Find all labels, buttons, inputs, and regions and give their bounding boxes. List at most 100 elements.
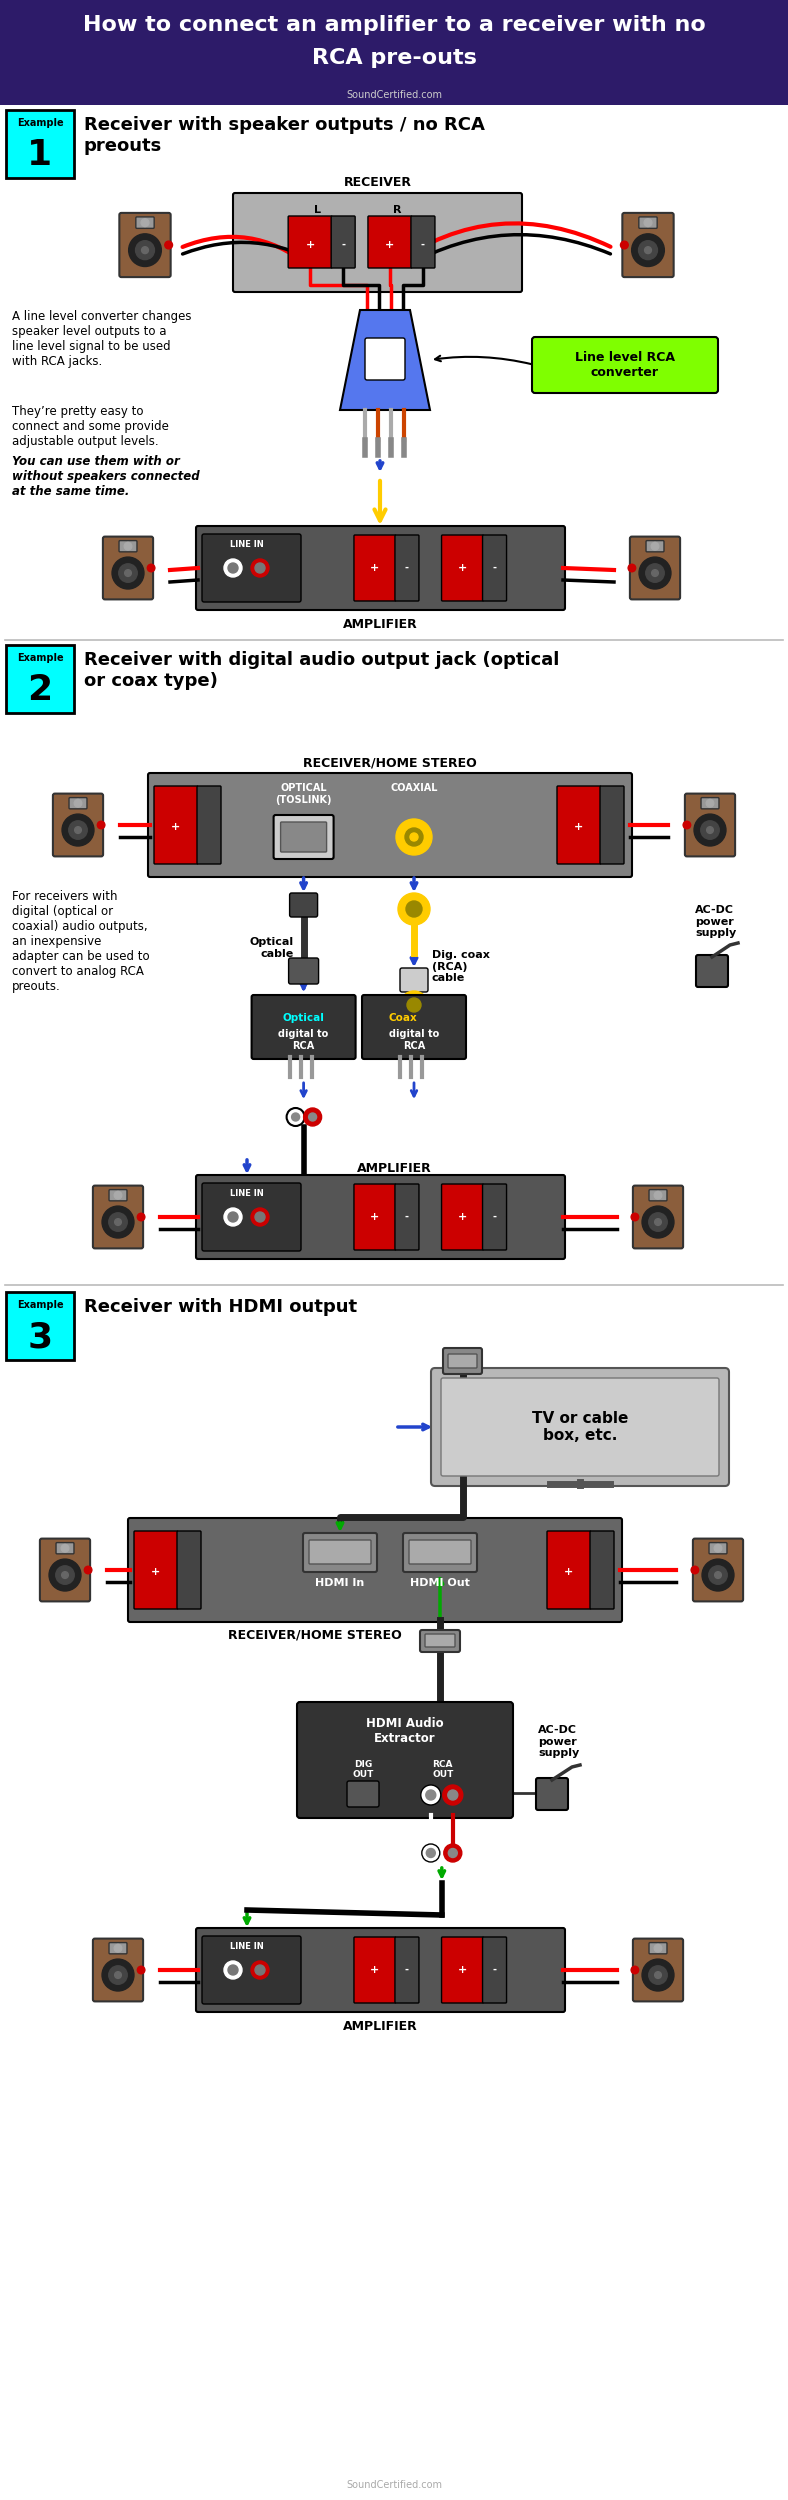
Circle shape [448, 1790, 458, 1800]
Circle shape [426, 1790, 436, 1800]
Text: -: - [492, 1965, 496, 1975]
FancyBboxPatch shape [482, 535, 507, 600]
Circle shape [701, 820, 719, 840]
FancyBboxPatch shape [649, 1942, 667, 1955]
Text: 1: 1 [28, 138, 53, 172]
FancyBboxPatch shape [128, 1518, 622, 1622]
Circle shape [102, 1960, 134, 1990]
Circle shape [128, 235, 162, 268]
Circle shape [251, 1208, 269, 1225]
Circle shape [642, 1960, 674, 1990]
Text: DIG
OUT: DIG OUT [352, 1760, 374, 1780]
Circle shape [639, 558, 671, 590]
FancyBboxPatch shape [197, 785, 221, 865]
FancyBboxPatch shape [290, 892, 318, 918]
Circle shape [410, 832, 418, 840]
Circle shape [628, 565, 636, 572]
Circle shape [683, 820, 690, 830]
FancyBboxPatch shape [202, 1182, 301, 1250]
Circle shape [651, 542, 659, 550]
Text: -: - [421, 240, 425, 250]
Circle shape [255, 562, 265, 572]
Text: LINE IN: LINE IN [230, 540, 264, 550]
FancyBboxPatch shape [368, 215, 412, 268]
Circle shape [638, 240, 657, 260]
Text: Coax: Coax [389, 1013, 418, 1022]
FancyBboxPatch shape [196, 525, 565, 610]
Text: SoundCertified.com: SoundCertified.com [346, 90, 442, 100]
Circle shape [56, 1565, 74, 1585]
Circle shape [714, 1545, 722, 1552]
Text: They’re pretty easy to
connect and some provide
adjustable output levels.: They’re pretty easy to connect and some … [12, 405, 169, 448]
FancyBboxPatch shape [482, 1185, 507, 1250]
Circle shape [114, 1972, 121, 1978]
FancyBboxPatch shape [448, 1355, 477, 1368]
Circle shape [109, 1212, 127, 1232]
FancyBboxPatch shape [362, 995, 466, 1060]
Circle shape [74, 800, 82, 808]
Text: 2: 2 [28, 672, 53, 707]
FancyBboxPatch shape [633, 1938, 683, 2002]
FancyBboxPatch shape [53, 792, 103, 858]
FancyBboxPatch shape [6, 1292, 74, 1360]
Circle shape [112, 558, 144, 590]
Circle shape [444, 1845, 462, 1862]
Circle shape [645, 565, 664, 582]
Circle shape [61, 1545, 69, 1552]
FancyBboxPatch shape [136, 217, 154, 227]
Text: LINE IN: LINE IN [230, 1190, 264, 1198]
Circle shape [287, 1108, 305, 1125]
FancyBboxPatch shape [557, 785, 601, 865]
Circle shape [654, 1192, 662, 1200]
Text: Receiver with digital audio output jack (optical
or coax type): Receiver with digital audio output jack … [84, 650, 559, 690]
Circle shape [448, 1848, 457, 1858]
Circle shape [255, 1965, 265, 1975]
FancyBboxPatch shape [134, 1530, 178, 1610]
FancyBboxPatch shape [109, 1190, 127, 1200]
FancyBboxPatch shape [411, 215, 435, 268]
FancyBboxPatch shape [709, 1542, 727, 1555]
Polygon shape [340, 310, 430, 410]
Text: +: + [306, 240, 314, 250]
Circle shape [443, 1785, 463, 1805]
Circle shape [251, 560, 269, 578]
Text: A line level converter changes
speaker level outputs to a
line level signal to b: A line level converter changes speaker l… [12, 310, 191, 368]
FancyBboxPatch shape [685, 792, 735, 858]
Circle shape [644, 220, 652, 228]
Text: -: - [405, 1965, 409, 1975]
Circle shape [147, 565, 155, 572]
Circle shape [228, 1212, 238, 1222]
FancyBboxPatch shape [281, 822, 326, 852]
Text: -: - [405, 562, 409, 572]
Circle shape [228, 1965, 238, 1975]
FancyBboxPatch shape [93, 1938, 143, 2002]
Circle shape [109, 1965, 127, 1985]
FancyBboxPatch shape [119, 213, 171, 278]
FancyBboxPatch shape [395, 1185, 419, 1250]
Text: HDMI Audio
Extractor: HDMI Audio Extractor [366, 1718, 444, 1745]
FancyBboxPatch shape [600, 785, 624, 865]
Text: +: + [574, 822, 584, 832]
FancyBboxPatch shape [354, 535, 396, 600]
FancyBboxPatch shape [354, 1938, 396, 2002]
Text: -: - [492, 1212, 496, 1222]
Text: RCA pre-outs: RCA pre-outs [311, 48, 477, 68]
FancyBboxPatch shape [630, 538, 680, 600]
Text: R: R [393, 205, 402, 215]
FancyBboxPatch shape [309, 1540, 371, 1565]
FancyBboxPatch shape [288, 215, 333, 268]
Text: Receiver with speaker outputs / no RCA
preouts: Receiver with speaker outputs / no RCA p… [84, 115, 485, 155]
Circle shape [655, 1218, 661, 1225]
Circle shape [61, 1572, 69, 1578]
Circle shape [119, 565, 137, 582]
FancyBboxPatch shape [288, 958, 318, 985]
Circle shape [396, 820, 432, 855]
FancyBboxPatch shape [177, 1530, 201, 1610]
Circle shape [708, 1565, 727, 1585]
Circle shape [620, 240, 628, 250]
Text: L: L [314, 205, 322, 215]
Circle shape [422, 1845, 440, 1862]
Text: AMPLIFIER: AMPLIFIER [343, 618, 418, 630]
Text: For receivers with
digital (optical or
coaxial) audio outputs,
an inexpensive
ad: For receivers with digital (optical or c… [12, 890, 150, 993]
Text: Example: Example [17, 1300, 63, 1310]
